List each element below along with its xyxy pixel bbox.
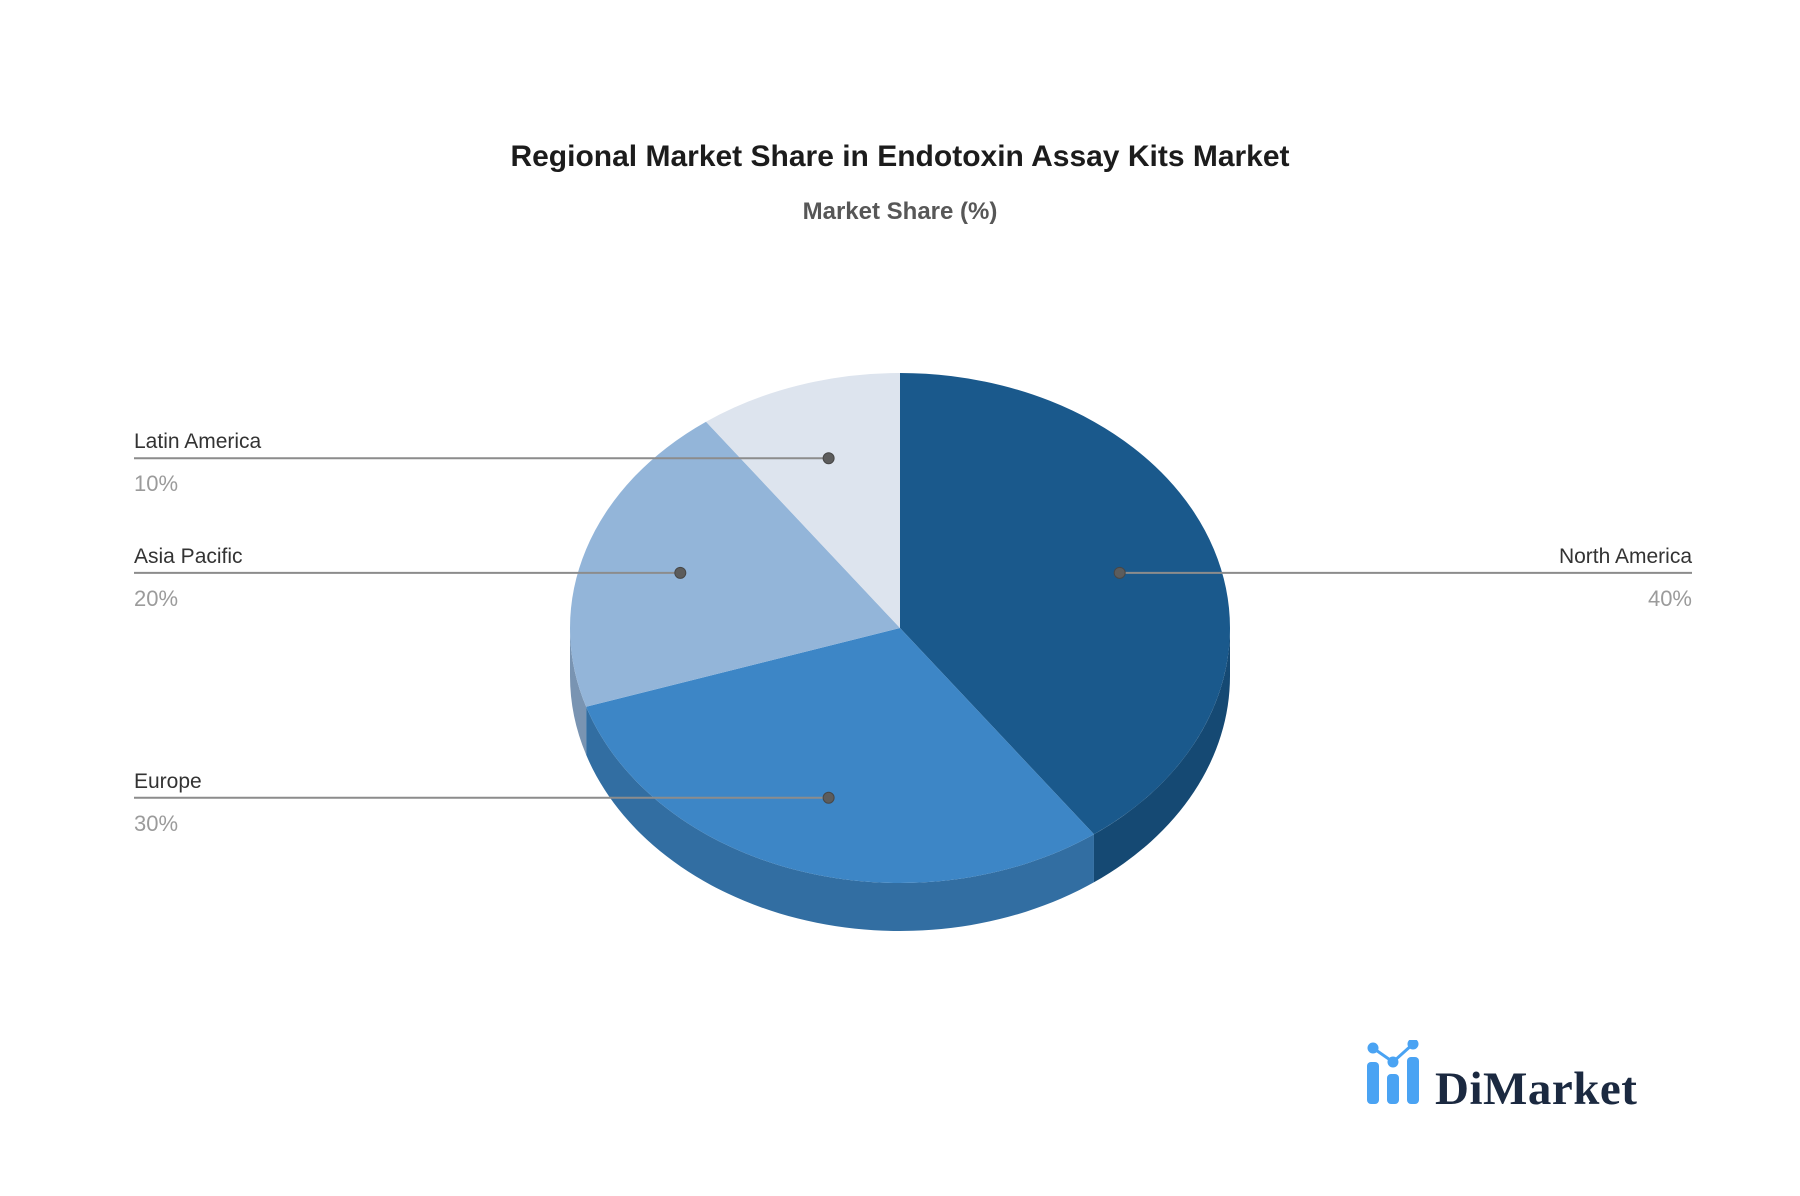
pie-labels: North America 40% Europe 30% Asia Pacific 20%…	[134, 430, 1692, 836]
label-connector-dot-north-america	[1113, 566, 1126, 579]
slice-name-label-north-america: North America	[1559, 545, 1692, 568]
pie-top-faces	[570, 373, 1230, 883]
pie-slice-side-north-america	[1093, 628, 1230, 883]
bar-chart-trend-icon	[1366, 1038, 1422, 1109]
slice-percent-label-north-america: 40%	[1648, 586, 1692, 611]
slice-name-label-latin-america: Latin America	[134, 430, 262, 453]
slice-percent-label-europe: 30%	[134, 811, 178, 836]
label-connector-dot-latin-america	[822, 452, 835, 465]
slice-name-label-asia-pacific: Asia Pacific	[134, 545, 243, 568]
pie-slice-side-europe	[586, 706, 1094, 931]
pie-slice-europe[interactable]	[586, 628, 1094, 883]
pie-slice-side-asia-pacific	[570, 628, 587, 755]
chart-title: Regional Market Share in Endotoxin Assay…	[510, 140, 1290, 173]
brand-logo-text: DiMarket	[1435, 1063, 1638, 1116]
label-connector-dot-asia-pacific	[674, 566, 687, 579]
pie-slice-asia-pacific[interactable]	[570, 421, 900, 707]
chart-subtitle: Market Share (%)	[802, 198, 998, 225]
slice-name-label-europe: Europe	[134, 770, 202, 793]
slice-percent-label-latin-america: 10%	[134, 471, 178, 496]
slice-percent-label-asia-pacific: 20%	[134, 586, 178, 611]
label-connector-dot-europe	[822, 791, 835, 804]
brand-logo: DiMarket	[1366, 1038, 1638, 1116]
pie-slice-latin-america[interactable]	[706, 373, 900, 628]
pie-side-faces	[570, 628, 1230, 931]
pie-slice-north-america[interactable]	[900, 373, 1230, 835]
